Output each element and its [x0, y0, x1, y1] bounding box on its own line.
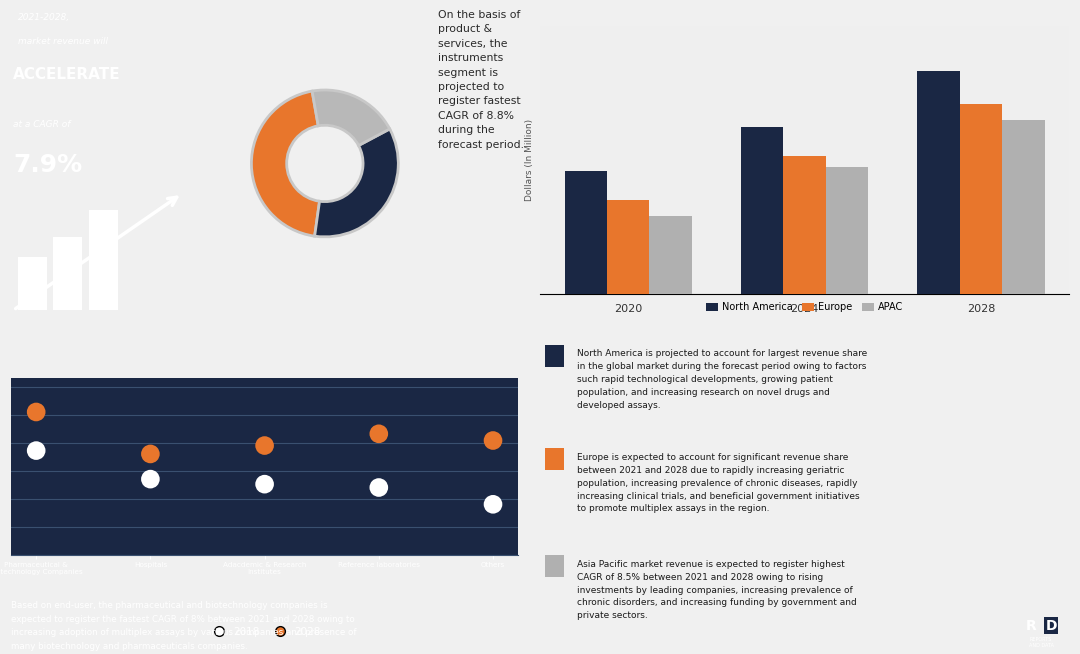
Bar: [918, 71, 960, 294]
Point: [28, 407, 45, 417]
Text: Asia Pacific market revenue is expected to register highest
CAGR of 8.5% between: Asia Pacific market revenue is expected …: [578, 560, 858, 620]
Point: [141, 449, 159, 459]
Point: [256, 440, 273, 451]
FancyBboxPatch shape: [17, 257, 46, 310]
Point: [484, 499, 501, 509]
Text: at a CAGR of: at a CAGR of: [13, 120, 70, 129]
Bar: [1002, 120, 1044, 294]
Point: [370, 482, 388, 492]
Bar: [826, 167, 868, 294]
Bar: [649, 216, 691, 294]
Text: On the basis of
product &
services, the
instruments
segment is
projected to
regi: On the basis of product & services, the …: [438, 10, 524, 150]
Bar: [783, 156, 826, 294]
Wedge shape: [312, 90, 390, 145]
Y-axis label: Dollars (In Million): Dollars (In Million): [526, 119, 535, 201]
Text: Europe is expected to account for significant revenue share
between 2021 and 202: Europe is expected to account for signif…: [578, 453, 860, 513]
Point: [141, 474, 159, 485]
Text: Based on end-user, the pharmaceutical and biotechnology companies is
expected to: Based on end-user, the pharmaceutical an…: [11, 601, 356, 651]
Text: R: R: [1026, 619, 1037, 632]
Text: market revenue will: market revenue will: [17, 37, 108, 46]
Wedge shape: [252, 91, 320, 236]
Text: 7.9%: 7.9%: [13, 154, 82, 177]
Bar: [741, 127, 783, 294]
Point: [370, 428, 388, 439]
Point: [28, 445, 45, 456]
FancyBboxPatch shape: [89, 210, 118, 310]
Point: [256, 479, 273, 489]
Bar: [565, 171, 607, 294]
Point: [484, 436, 501, 446]
FancyBboxPatch shape: [545, 555, 564, 577]
Wedge shape: [314, 129, 399, 237]
Text: D: D: [1045, 619, 1057, 632]
Text: 2021-2028,: 2021-2028,: [17, 13, 70, 22]
Text: North America is projected to account for largest revenue share
in the global ma: North America is projected to account fo…: [578, 349, 867, 410]
Bar: [607, 200, 649, 294]
FancyBboxPatch shape: [53, 237, 82, 310]
Legend: 2018, 2028: 2018, 2028: [205, 623, 324, 641]
FancyBboxPatch shape: [545, 345, 564, 367]
Bar: [960, 105, 1002, 294]
Legend: North America, Europe, APAC: North America, Europe, APAC: [702, 298, 907, 317]
Text: REPORTS
AND DATA: REPORTS AND DATA: [1028, 637, 1054, 648]
FancyBboxPatch shape: [545, 449, 564, 470]
Text: ACCELERATE: ACCELERATE: [13, 67, 121, 82]
